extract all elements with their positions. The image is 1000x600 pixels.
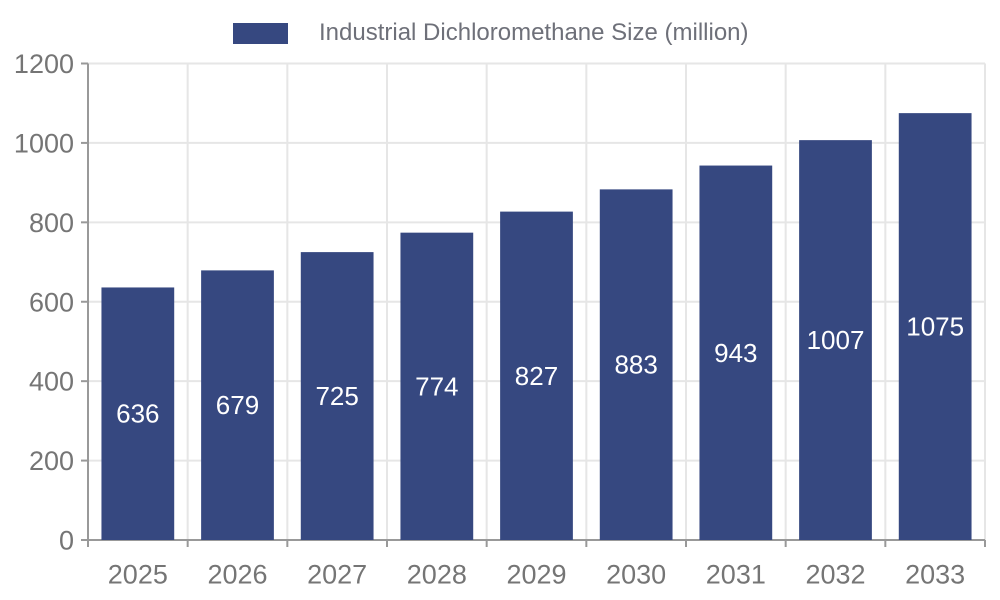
bar[interactable]: [201, 270, 274, 540]
bar-value-label: 827: [515, 361, 558, 391]
x-tick-label: 2029: [506, 560, 566, 590]
bar-value-label: 1075: [906, 312, 964, 342]
legend-item[interactable]: Industrial Dichloromethane Size (million…: [233, 20, 749, 46]
x-tick-label: 2026: [207, 560, 267, 590]
bar[interactable]: [101, 287, 175, 540]
x-tick-label: 2032: [805, 560, 865, 590]
x-tick-label: 2030: [606, 560, 666, 590]
bar-value-label: 943: [714, 338, 757, 368]
y-tick-label: 1200: [14, 49, 74, 79]
y-tick-label: 0: [59, 526, 74, 556]
bar[interactable]: [898, 113, 972, 541]
bar[interactable]: [300, 252, 374, 541]
bar-value-label: 883: [614, 350, 657, 380]
y-tick-label: 200: [29, 446, 74, 476]
bar[interactable]: [799, 140, 872, 540]
bar-value-label: 725: [315, 381, 358, 411]
x-tick-label: 2033: [905, 560, 965, 590]
y-tick-label: 600: [29, 287, 74, 317]
bar-value-label: 774: [415, 371, 458, 401]
bar-value-label: 636: [116, 399, 159, 429]
y-tick-label: 800: [29, 208, 74, 238]
x-tick-label: 2027: [307, 560, 367, 590]
legend-swatch: [233, 22, 288, 44]
x-tick-label: 2031: [706, 560, 766, 590]
legend-label: Industrial Dichloromethane Size (million…: [319, 19, 749, 46]
bar-value-label: 679: [216, 390, 259, 420]
y-tick-label: 1000: [14, 128, 74, 158]
bar[interactable]: [699, 165, 773, 540]
bar-value-label: 1007: [807, 325, 865, 355]
x-tick-label: 2025: [108, 560, 168, 590]
x-tick-label: 2028: [407, 560, 467, 590]
bar[interactable]: [599, 189, 673, 540]
bar[interactable]: [500, 211, 573, 541]
y-tick-label: 400: [29, 367, 74, 397]
bar[interactable]: [400, 232, 474, 540]
